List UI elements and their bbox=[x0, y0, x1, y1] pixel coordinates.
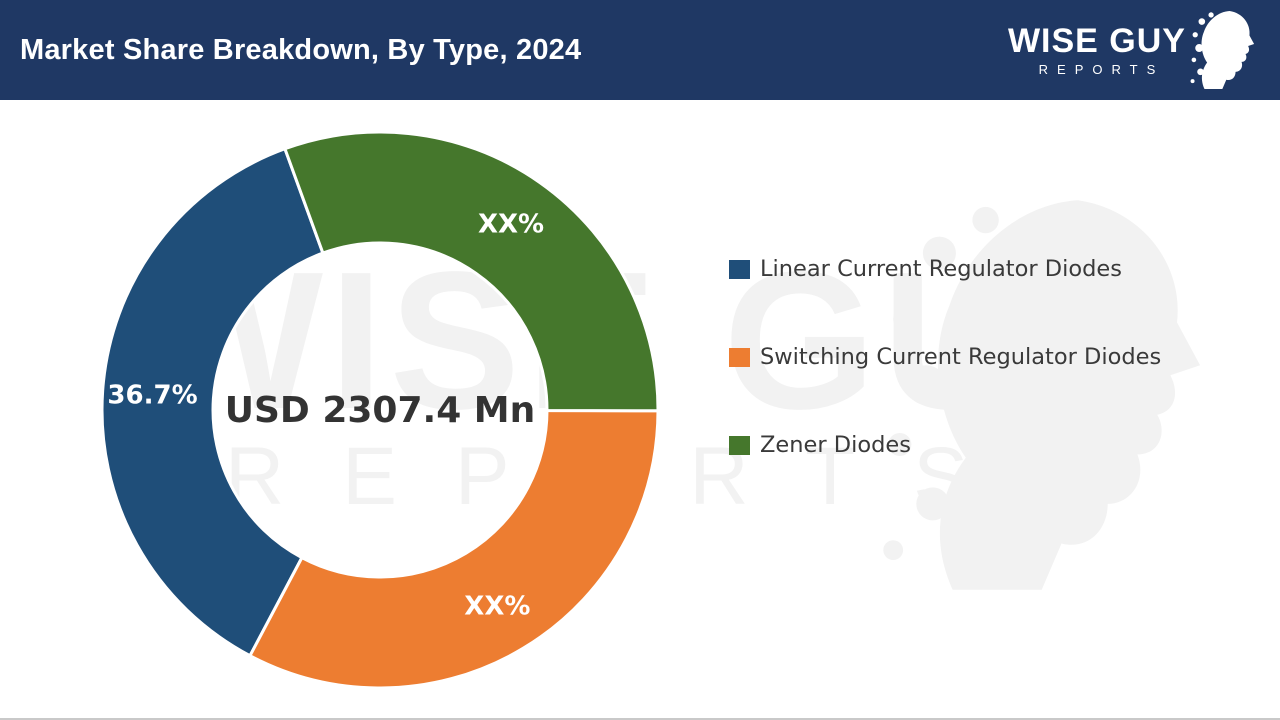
segment-value-label-0: 36.7% bbox=[107, 380, 197, 410]
donut-segment-2 bbox=[282, 130, 660, 413]
donut-chart: 36.7% XX% XX% USD 2307.4 Mn bbox=[100, 130, 660, 690]
donut-segment-1 bbox=[247, 408, 660, 690]
legend: Linear Current Regulator Diodes Switching… bbox=[729, 256, 1161, 458]
legend-swatch-icon bbox=[729, 259, 750, 279]
legend-label: Linear Current Regulator Diodes bbox=[760, 256, 1122, 282]
center-value-label: USD 2307.4 Mn bbox=[225, 390, 535, 431]
legend-item-2: Zener Diodes bbox=[729, 432, 1161, 458]
logo-reports-label: REPORTS bbox=[1038, 62, 1165, 77]
legend-item-0: Linear Current Regulator Diodes bbox=[729, 256, 1161, 282]
legend-swatch-icon bbox=[729, 435, 750, 455]
legend-label: Switching Current Regulator Diodes bbox=[760, 344, 1162, 370]
segment-labels: 36.7% XX% XX% bbox=[107, 209, 544, 621]
donut-segments bbox=[100, 130, 660, 690]
donut-segment-0 bbox=[100, 146, 325, 658]
segment-value-label-1: XX% bbox=[464, 591, 530, 621]
header: Market Share Breakdown, By Type, 2024 WI… bbox=[0, 0, 1280, 100]
legend-label: Zener Diodes bbox=[760, 432, 911, 458]
legend-swatch-icon bbox=[729, 347, 750, 367]
legend-item-1: Switching Current Regulator Diodes bbox=[729, 344, 1161, 370]
logo-wordmark: WISE GUY bbox=[1007, 22, 1186, 60]
wise-guy-reports-logo: WISE GUY REPORTS bbox=[1008, 7, 1258, 93]
logo-face-icon bbox=[1190, 10, 1255, 90]
page-title: Market Share Breakdown, By Type, 2024 bbox=[20, 33, 582, 66]
segment-value-label-2: XX% bbox=[478, 209, 544, 239]
